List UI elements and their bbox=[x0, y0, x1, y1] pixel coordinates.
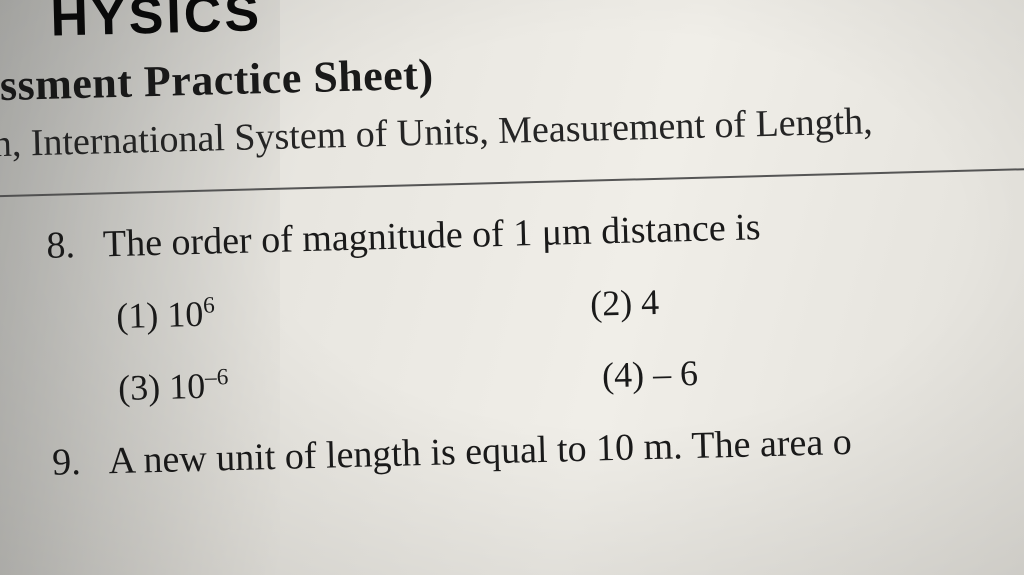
option-4-label: (4) bbox=[602, 354, 645, 395]
option-3-sup: –6 bbox=[205, 364, 229, 391]
question-9-text: A new unit of length is equal to 10 m. T… bbox=[108, 421, 852, 482]
question-8-text: The order of magnitude of 1 μm distance … bbox=[102, 206, 761, 265]
options-row-1: (1) 106 (2) 4 bbox=[116, 272, 1017, 338]
question-9: 9. A new unit of length is equal to 10 m.… bbox=[52, 415, 1024, 485]
option-3: (3) 10–6 bbox=[118, 356, 559, 410]
option-3-value: 10 bbox=[169, 366, 206, 407]
option-4-value: – 6 bbox=[652, 353, 698, 394]
option-1: (1) 106 bbox=[116, 284, 557, 338]
option-1-sup: 6 bbox=[203, 292, 215, 318]
option-3-label: (3) bbox=[118, 367, 161, 408]
question-8: 8. The order of magnitude of 1 μm distanc… bbox=[46, 205, 761, 268]
option-2-label: (2) bbox=[590, 283, 633, 324]
option-4: (4) – 6 bbox=[601, 352, 698, 396]
option-2: (2) 4 bbox=[590, 281, 660, 325]
divider-line bbox=[0, 166, 1024, 198]
question-9-number: 9. bbox=[52, 441, 82, 484]
option-1-value: 10 bbox=[167, 294, 204, 335]
option-1-label: (1) bbox=[116, 295, 159, 336]
options-row-2: (3) 10–6 (4) – 6 bbox=[118, 343, 1019, 409]
brand-fragment: HYSICS bbox=[50, 0, 263, 49]
question-8-number: 8. bbox=[46, 224, 76, 267]
option-2-value: 4 bbox=[641, 282, 660, 322]
worksheet-title: sessment Practice Sheet) bbox=[0, 49, 434, 112]
